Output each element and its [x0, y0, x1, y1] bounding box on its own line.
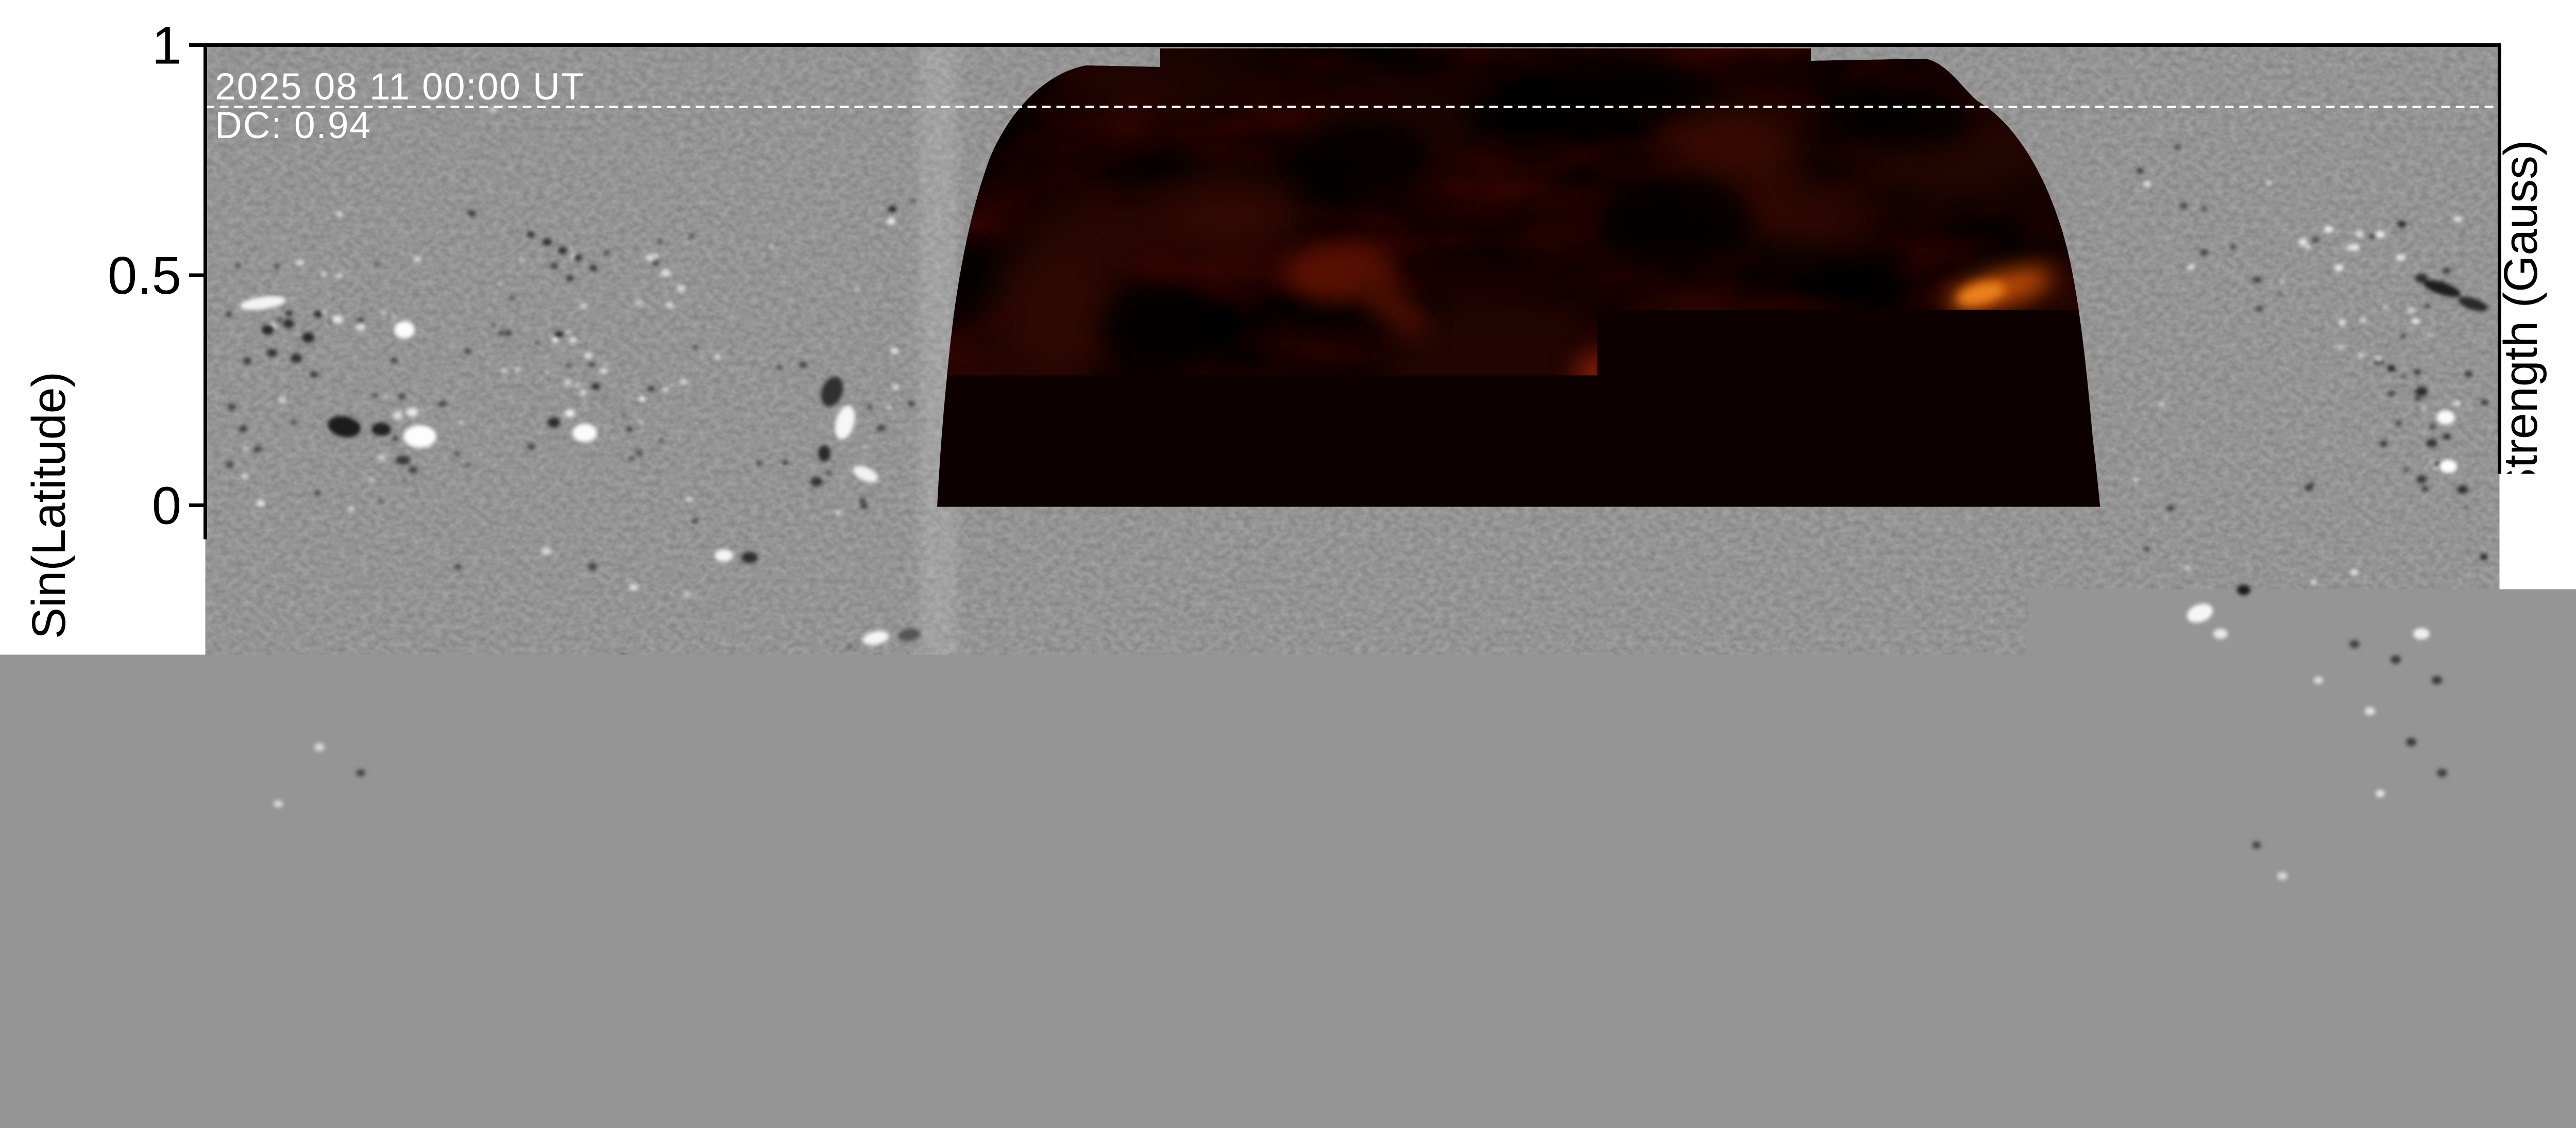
svg-text:DC: 0.94: DC: 0.94	[215, 105, 371, 146]
svg-text:1: 1	[152, 16, 181, 75]
svg-text:2025 08 11 00:00 UT: 2025 08 11 00:00 UT	[215, 66, 585, 108]
svg-text:NISP: NISP	[2388, 893, 2471, 942]
svg-text:180: 180	[1312, 986, 1394, 1045]
svg-text:Carrington Longitude: Carrington Longitude	[1125, 1045, 1556, 1100]
svg-text:-1: -1	[134, 936, 181, 996]
svg-text:0: 0	[152, 476, 181, 535]
svg-text:300: 300	[2077, 986, 2159, 1045]
svg-text:60: 60	[561, 986, 615, 1045]
svg-text:0: 0	[192, 986, 219, 1045]
svg-text:0.5: 0.5	[108, 246, 181, 305]
svg-text:-0.5: -0.5	[90, 706, 181, 765]
svg-text:Sin(Latitude): Sin(Latitude)	[23, 372, 75, 639]
svg-text:240: 240	[1694, 986, 1776, 1045]
svg-text:Farside Magnetic Strength (Gau: Farside Magnetic Strength (Gauss)	[2495, 140, 2547, 875]
svg-text:360: 360	[2459, 986, 2541, 1045]
svg-text:120: 120	[929, 986, 1011, 1045]
